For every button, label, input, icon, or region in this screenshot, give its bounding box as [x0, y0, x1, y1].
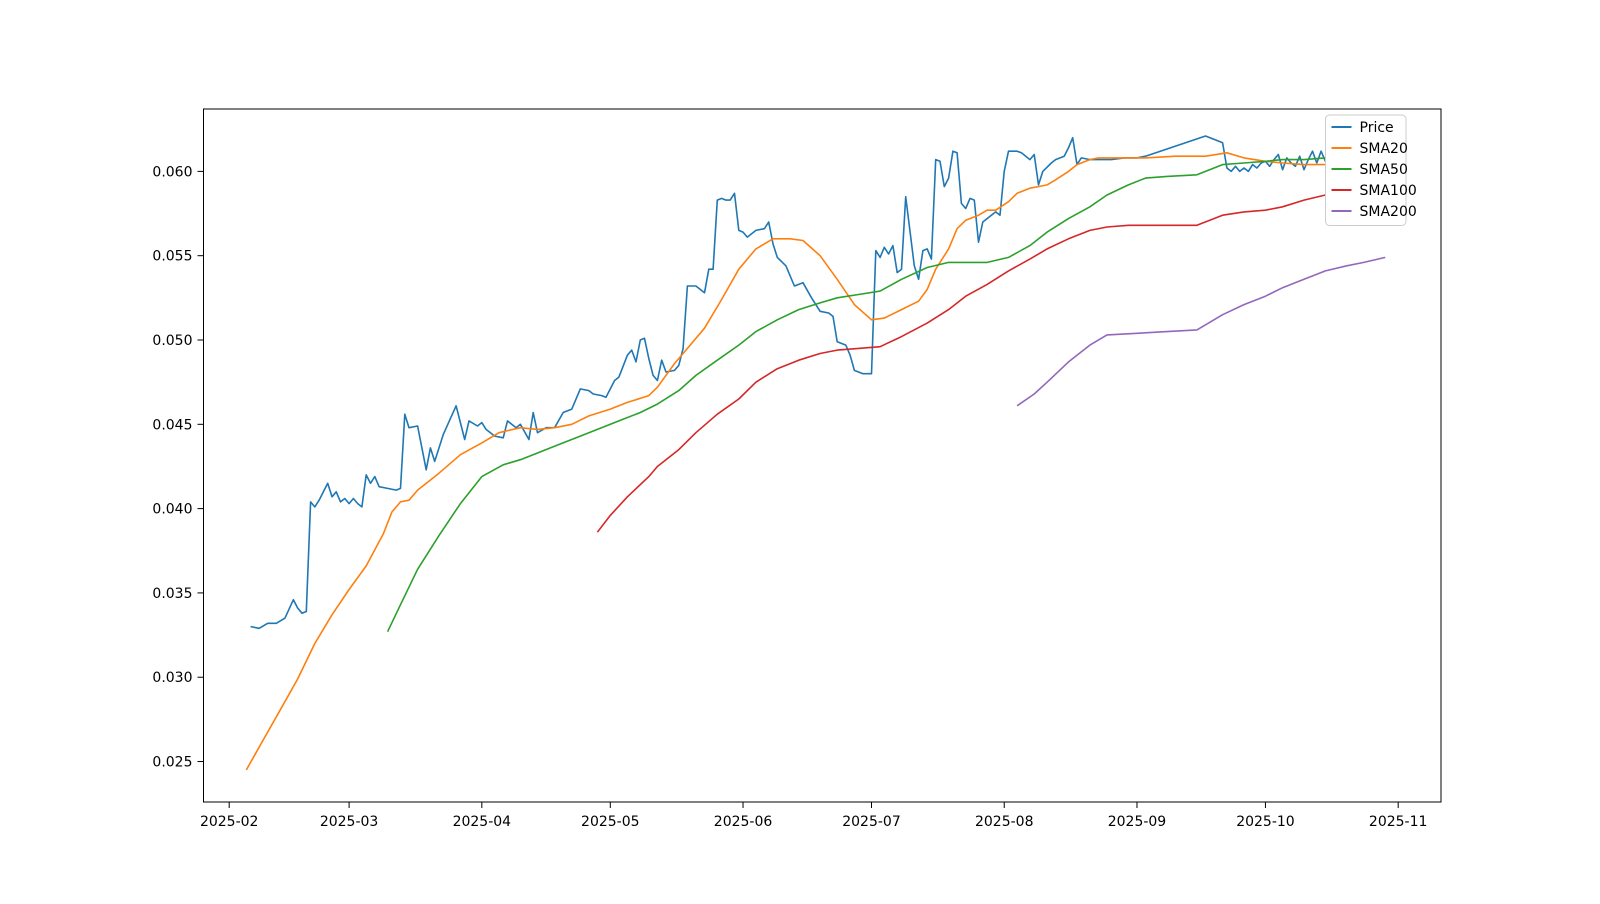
legend-entry-sma100: SMA100 [1331, 183, 1417, 199]
x-tick-label: 2025-08 [975, 814, 1034, 830]
legend-entry-sma20: SMA20 [1331, 141, 1408, 157]
y-tick-label: 0.060 [152, 164, 192, 180]
legend-entry-price: Price [1331, 120, 1394, 136]
y-tick-label: 0.045 [152, 417, 192, 433]
y-tick-label: 0.040 [152, 502, 192, 518]
x-tick-label: 2025-06 [714, 814, 773, 830]
y-axis: 0.025 0.030 0.035 0.040 0.045 0.050 0.055 0.060 [152, 164, 204, 771]
legend-label-sma200: SMA200 [1360, 204, 1417, 220]
y-tick-label: 0.030 [152, 670, 192, 686]
plot-lines [245, 135, 1386, 771]
sma20-line [245, 152, 1386, 771]
x-tick-label: 2025-03 [320, 814, 379, 830]
x-axis: 2025-02 2025-03 2025-04 2025-05 2025-06 2025-… [200, 802, 1427, 830]
plot-area [203, 108, 1442, 803]
x-tick-label: 2025-05 [581, 814, 640, 830]
sma100-line [596, 184, 1386, 533]
legend-entry-sma200: SMA200 [1331, 204, 1417, 220]
x-tick-label: 2025-11 [1369, 814, 1428, 830]
x-tick-label: 2025-09 [1108, 814, 1167, 830]
sma200-line [1016, 256, 1386, 407]
sma50-line [386, 157, 1386, 633]
x-tick-label: 2025-10 [1236, 814, 1295, 830]
legend: Price SMA20 SMA50 SMA100 SMA200 [1325, 114, 1417, 226]
legend-frame [1325, 114, 1407, 226]
y-tick-label: 0.035 [152, 586, 192, 602]
legend-label-price: Price [1360, 120, 1394, 136]
x-tick-label: 2025-02 [200, 814, 259, 830]
legend-label-sma100: SMA100 [1360, 183, 1417, 199]
price-line [250, 135, 1386, 630]
x-tick-label: 2025-07 [842, 814, 901, 830]
legend-label-sma20: SMA20 [1360, 141, 1408, 157]
legend-label-sma50: SMA50 [1360, 162, 1408, 178]
x-tick-label: 2025-04 [453, 814, 512, 830]
y-tick-label: 0.050 [152, 333, 192, 349]
legend-entry-sma50: SMA50 [1331, 162, 1408, 178]
y-tick-label: 0.025 [152, 755, 192, 771]
y-tick-label: 0.055 [152, 249, 192, 265]
